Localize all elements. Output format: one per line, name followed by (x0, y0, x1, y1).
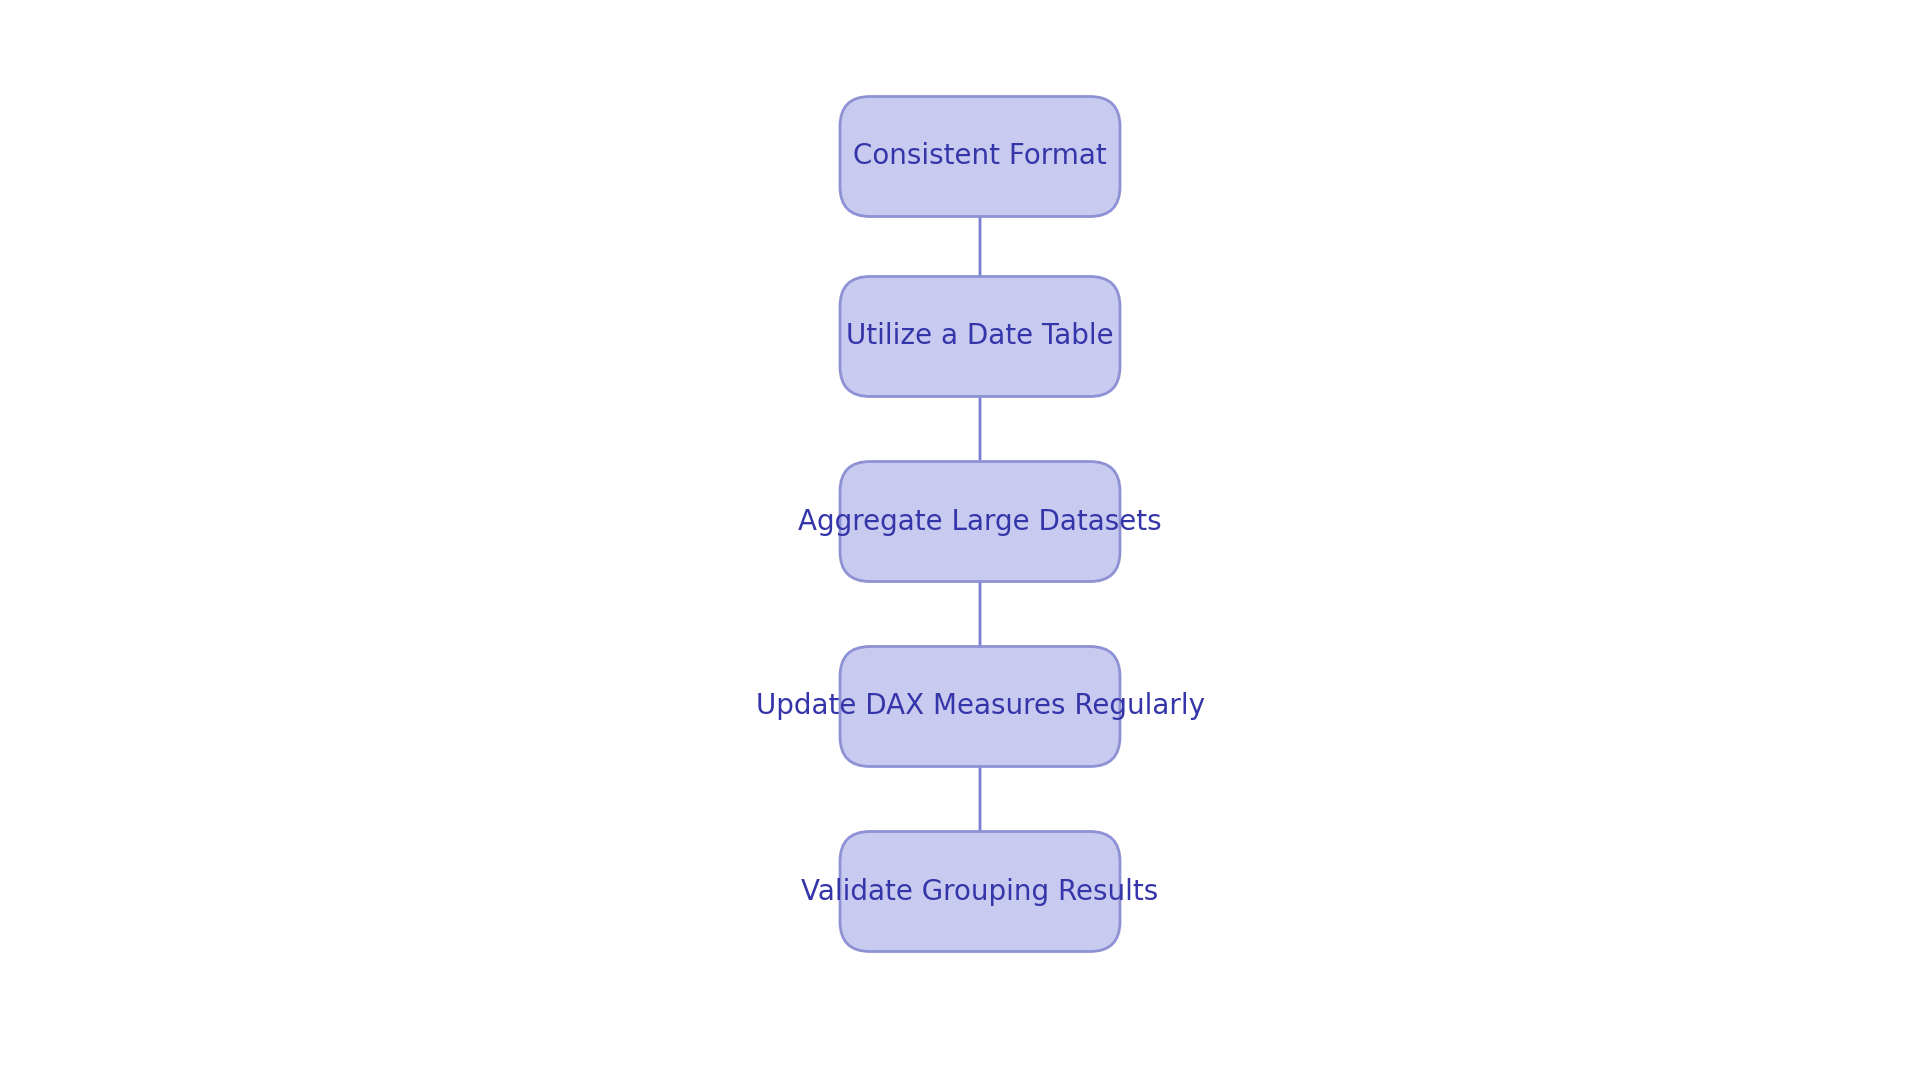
FancyBboxPatch shape (841, 461, 1119, 582)
Text: Aggregate Large Datasets: Aggregate Large Datasets (799, 508, 1162, 535)
FancyBboxPatch shape (841, 647, 1119, 767)
FancyBboxPatch shape (841, 276, 1119, 396)
FancyBboxPatch shape (841, 96, 1119, 217)
Text: Consistent Format: Consistent Format (852, 143, 1106, 170)
FancyBboxPatch shape (841, 832, 1119, 952)
Text: Validate Grouping Results: Validate Grouping Results (801, 877, 1158, 905)
Text: Utilize a Date Table: Utilize a Date Table (847, 323, 1114, 351)
Text: Update DAX Measures Regularly: Update DAX Measures Regularly (755, 692, 1204, 720)
